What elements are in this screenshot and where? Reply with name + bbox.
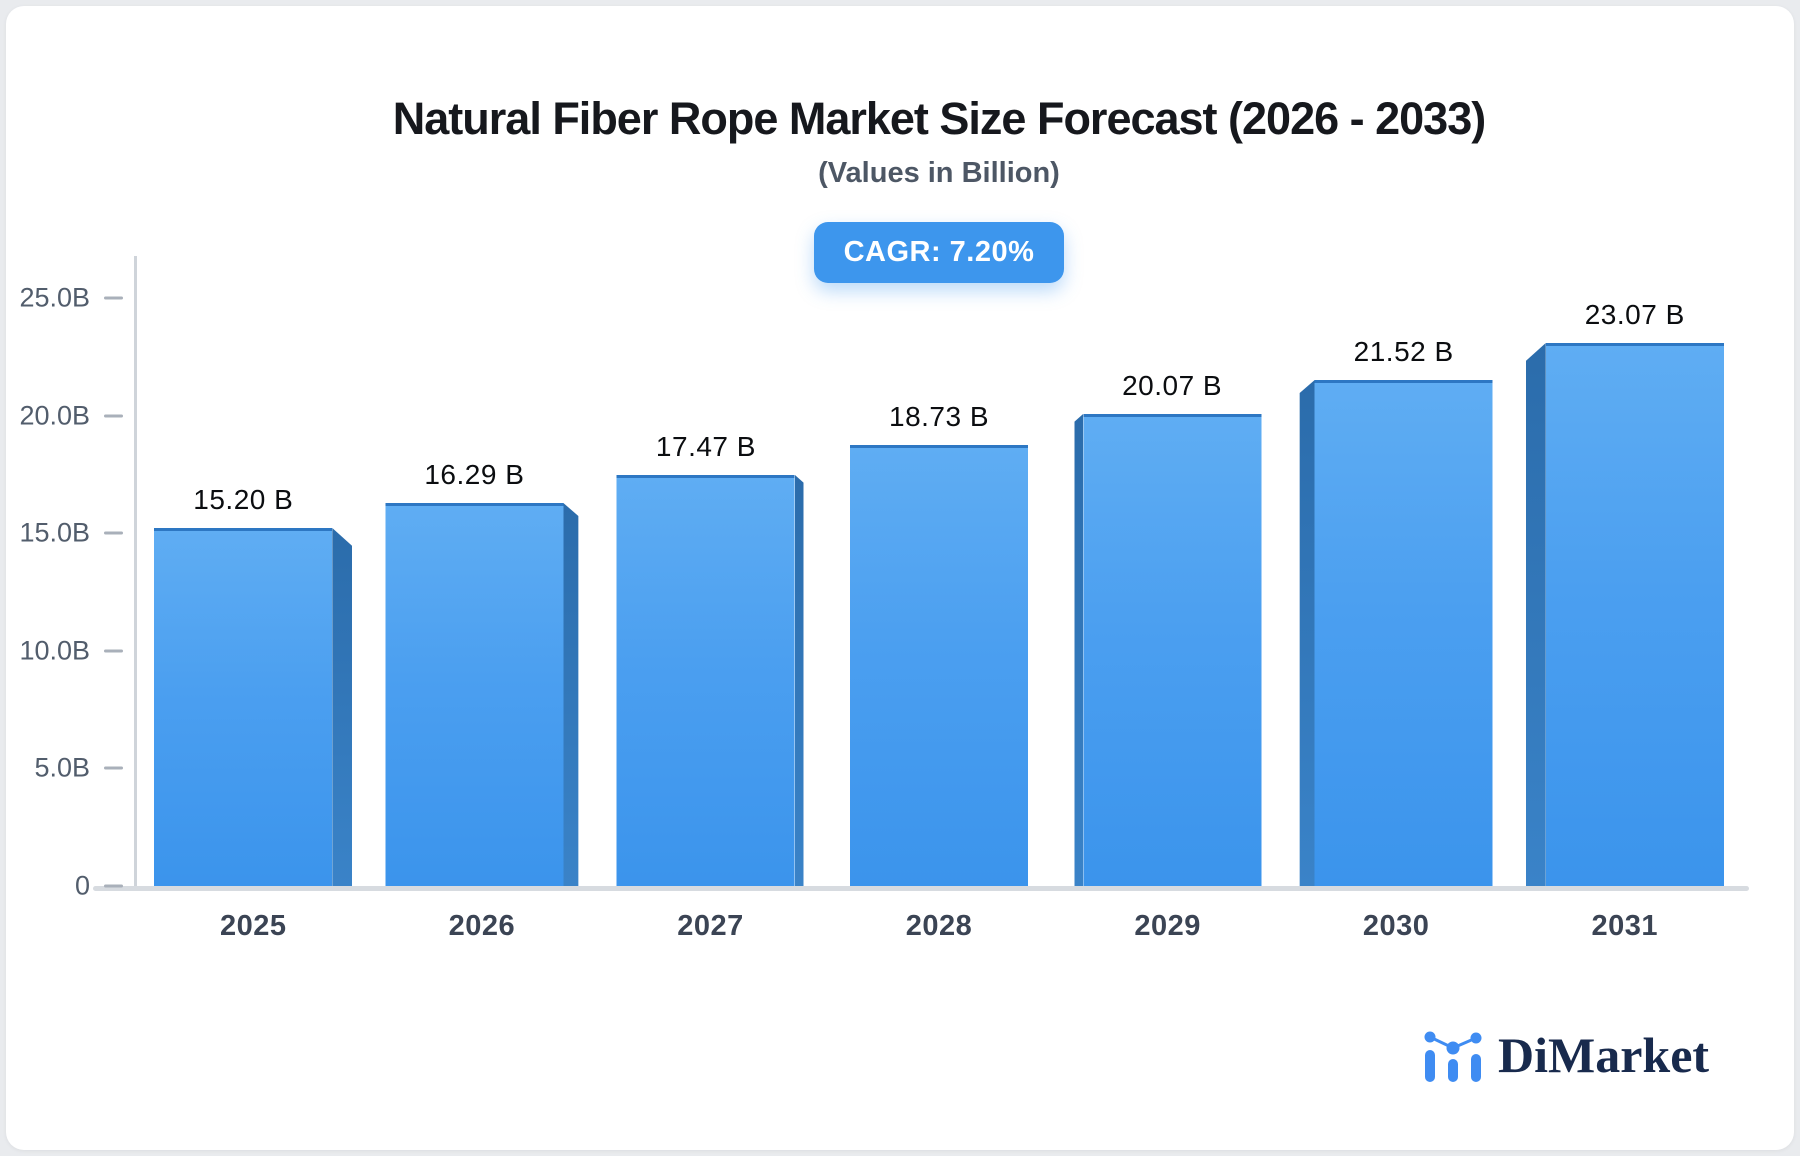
bar-group-2029: 20.07 B 2029 <box>1053 298 1282 942</box>
y-tick-label: 20.0B <box>19 400 90 431</box>
y-tick-mark <box>104 766 123 770</box>
cagr-badge: CAGR: 7.20% <box>813 222 1065 283</box>
bar-front-face <box>616 475 795 886</box>
x-tick-label-2030: 2030 <box>1362 910 1430 942</box>
bar-2031: 23.07 B <box>1525 299 1724 886</box>
bar-group-2027: 17.47 B 2027 <box>596 298 825 942</box>
x-axis-line <box>93 886 1749 891</box>
x-tick-label-2028: 2028 <box>905 910 973 942</box>
bar-front-face <box>1545 343 1724 886</box>
bar-group-2031: 23.07 B 2031 <box>1510 298 1739 942</box>
bar-front-face <box>385 503 564 886</box>
cagr-badge-wrap: CAGR: 7.20% <box>139 222 1739 283</box>
bar-side-face <box>1074 414 1084 886</box>
bar-side-face <box>332 528 353 886</box>
x-tick-label-2026: 2026 <box>448 910 516 942</box>
dimarket-logo-icon <box>1424 1031 1482 1082</box>
dimarket-logo: DiMarket <box>1422 1028 1709 1082</box>
y-tick-10.0B: 10.0B <box>16 635 123 666</box>
bar-group-2030: 21.52 B 2030 <box>1282 298 1511 942</box>
bar-series: 15.20 B 2025 16.29 B 2026 17.47 B 2027 18.73 B… <box>139 298 1739 942</box>
bar-2028: 18.73 B <box>850 401 1029 886</box>
bar-group-2028: 18.73 B 2028 <box>825 298 1054 942</box>
y-tick-mark <box>104 531 123 535</box>
y-tick-mark <box>104 884 123 888</box>
y-tick-15.0B: 15.0B <box>16 518 123 549</box>
chart-subtitle: (Values in Billion) <box>818 156 1060 189</box>
bar-2030: 21.52 B <box>1299 336 1493 886</box>
bar-side-face <box>1299 380 1315 886</box>
y-tick-label: 0 <box>74 870 90 901</box>
bar-value-label: 16.29 B <box>424 459 525 490</box>
y-tick-25.0B: 25.0B <box>16 283 123 314</box>
bar-value-label: 21.52 B <box>1353 336 1454 367</box>
chart-title: Natural Fiber Rope Market Size Forecast … <box>392 93 1486 144</box>
y-tick-mark <box>104 414 123 418</box>
y-tick-mark <box>104 649 123 653</box>
y-tick-label: 15.0B <box>19 517 90 548</box>
bar-side-face <box>794 475 804 886</box>
bar-front-face <box>850 445 1029 886</box>
x-tick-label-2027: 2027 <box>677 910 744 942</box>
chart-card: Natural Fiber Rope Market Size Forecast … <box>6 6 1794 1150</box>
bar-value-label: 23.07 B <box>1584 299 1685 330</box>
bar-group-2026: 16.29 B 2026 <box>368 298 597 942</box>
bar-side-face <box>563 503 579 886</box>
plot-area: 25.0B 20.0B 15.0B 10.0B 5.0B 0 15.20 B 2025 16.… <box>19 256 1749 942</box>
bar-value-label: 20.07 B <box>1122 370 1223 401</box>
y-axis-line <box>134 256 137 886</box>
y-axis: 25.0B 20.0B 15.0B 10.0B 5.0B 0 <box>19 283 1739 901</box>
bar-front-face <box>1083 414 1262 886</box>
y-tick-5.0B: 5.0B <box>16 753 123 784</box>
bar-2029: 20.07 B <box>1074 370 1262 886</box>
bar-value-label: 15.20 B <box>193 484 294 515</box>
y-tick-mark <box>104 296 123 300</box>
x-tick-label-2025: 2025 <box>220 910 287 942</box>
bar-2025: 15.20 B <box>154 484 353 886</box>
x-tick-label-2031: 2031 <box>1591 910 1659 942</box>
bar-group-2025: 15.20 B 2025 <box>139 298 368 942</box>
bar-front-face <box>154 528 333 886</box>
bar-value-label: 17.47 B <box>655 431 756 462</box>
bar-2026: 16.29 B <box>385 459 579 886</box>
bar-value-label: 18.73 B <box>889 401 990 432</box>
chart-header: Natural Fiber Rope Market Size Forecast … <box>139 94 1739 189</box>
y-tick-label: 5.0B <box>34 752 90 783</box>
y-tick-20.0B: 20.0B <box>16 400 123 431</box>
bar-2027: 17.47 B <box>616 431 804 886</box>
y-tick-label: 25.0B <box>19 282 90 313</box>
y-tick-0: 0 <box>16 871 123 902</box>
bar-side-face <box>1525 343 1546 886</box>
y-tick-label: 10.0B <box>19 635 90 666</box>
dimarket-logo-text: DiMarket <box>1498 1027 1710 1083</box>
x-tick-label-2029: 2029 <box>1134 910 1201 942</box>
bar-front-face <box>1314 380 1493 886</box>
